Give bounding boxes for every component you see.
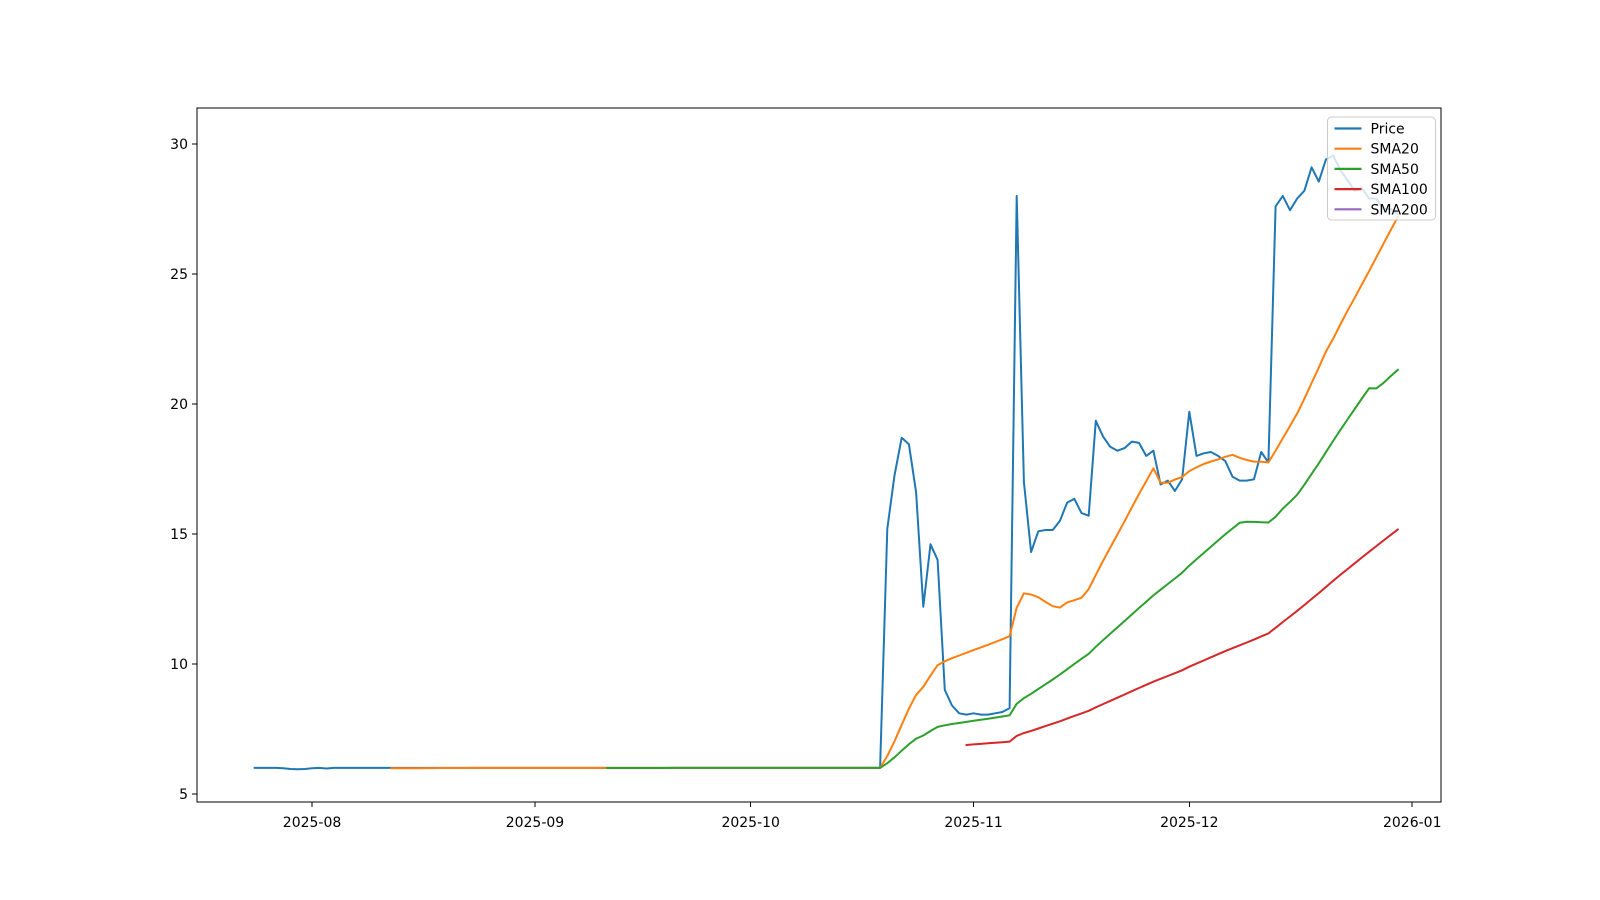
x-tick-label: 2025-09 bbox=[506, 815, 565, 831]
legend-entry-price: Price bbox=[1334, 122, 1405, 138]
legend-entry-sma50: SMA50 bbox=[1334, 162, 1419, 178]
series-line-sma20 bbox=[390, 215, 1399, 770]
legend-label-sma100: SMA100 bbox=[1371, 182, 1428, 198]
series-line-price bbox=[253, 154, 1399, 771]
x-tick-label: 2025-12 bbox=[1160, 815, 1219, 831]
y-tick-label: 5 bbox=[179, 787, 188, 803]
series-layer bbox=[253, 154, 1399, 771]
legend: Price SMA20 SMA50 SMA100 SMA200 bbox=[1327, 116, 1436, 221]
y-tick-label: 25 bbox=[170, 267, 188, 283]
legend-entry-sma200: SMA200 bbox=[1334, 202, 1428, 218]
plot-border bbox=[196, 107, 1442, 803]
series-line-sma50 bbox=[605, 368, 1399, 769]
series-line-sma100 bbox=[965, 528, 1399, 746]
axes-layer: 2025-08 2025-09 2025-10 2025-11 2025-12 2026-… bbox=[170, 107, 1442, 831]
y-tick-label: 15 bbox=[170, 527, 188, 543]
x-tick-label: 2025-11 bbox=[944, 815, 1003, 831]
x-tick-label: 2025-10 bbox=[721, 815, 780, 831]
x-tick-label: 2025-08 bbox=[283, 815, 342, 831]
legend-label-price: Price bbox=[1371, 122, 1405, 138]
x-tick-label: 2026-01 bbox=[1383, 815, 1442, 831]
legend-label-sma20: SMA20 bbox=[1371, 142, 1419, 158]
y-tick-label: 30 bbox=[170, 137, 188, 153]
legend-entry-sma20: SMA20 bbox=[1334, 142, 1419, 158]
legend-label-sma200: SMA200 bbox=[1371, 202, 1428, 218]
legend-entry-sma100: SMA100 bbox=[1334, 182, 1428, 198]
legend-label-sma50: SMA50 bbox=[1371, 162, 1419, 178]
y-tick-label: 10 bbox=[170, 657, 188, 673]
y-tick-label: 20 bbox=[170, 397, 188, 413]
legend-frame bbox=[1327, 116, 1436, 221]
